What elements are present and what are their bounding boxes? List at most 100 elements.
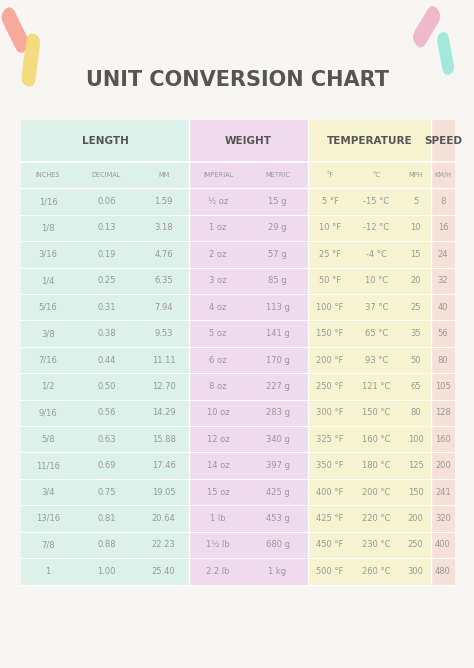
Text: 150: 150 xyxy=(408,488,424,496)
Text: 350 °F: 350 °F xyxy=(316,461,344,470)
Text: 4.76: 4.76 xyxy=(154,250,173,259)
Text: 1/8: 1/8 xyxy=(41,224,55,232)
Text: ½ oz: ½ oz xyxy=(208,197,228,206)
Text: 1 kg: 1 kg xyxy=(268,566,287,576)
Text: 128: 128 xyxy=(435,408,451,418)
Text: 453 g: 453 g xyxy=(265,514,290,523)
Text: 65: 65 xyxy=(410,382,421,391)
Text: 1/4: 1/4 xyxy=(41,277,55,285)
Text: 85 g: 85 g xyxy=(268,277,287,285)
Text: 8: 8 xyxy=(440,197,446,206)
Text: 1.00: 1.00 xyxy=(97,566,116,576)
Text: 0.56: 0.56 xyxy=(97,408,116,418)
Text: 150 °F: 150 °F xyxy=(316,329,344,338)
Text: °F: °F xyxy=(327,172,334,178)
Text: 10: 10 xyxy=(410,224,421,232)
Text: 250: 250 xyxy=(408,540,424,549)
Text: 170 g: 170 g xyxy=(265,355,290,365)
Text: 0.50: 0.50 xyxy=(97,382,116,391)
Text: 6 oz: 6 oz xyxy=(209,355,227,365)
Text: 325 °F: 325 °F xyxy=(316,435,344,444)
Text: LENGTH: LENGTH xyxy=(82,136,128,146)
Text: 180 °C: 180 °C xyxy=(362,461,391,470)
Text: 0.38: 0.38 xyxy=(97,329,116,338)
Text: 7/16: 7/16 xyxy=(38,355,57,365)
Text: SPEED: SPEED xyxy=(424,136,462,146)
Text: 0.13: 0.13 xyxy=(97,224,116,232)
Text: MPH: MPH xyxy=(409,172,423,178)
Text: -15 °C: -15 °C xyxy=(363,197,390,206)
Text: 260 °C: 260 °C xyxy=(362,566,391,576)
Text: 9/16: 9/16 xyxy=(39,408,57,418)
Text: 397 g: 397 g xyxy=(265,461,290,470)
Text: 15 g: 15 g xyxy=(268,197,287,206)
FancyBboxPatch shape xyxy=(1,7,29,53)
Text: 3/16: 3/16 xyxy=(38,250,57,259)
Text: 20.64: 20.64 xyxy=(152,514,175,523)
Text: 241: 241 xyxy=(435,488,451,496)
Text: 200: 200 xyxy=(435,461,451,470)
Text: -12 °C: -12 °C xyxy=(363,224,390,232)
Text: 200 °C: 200 °C xyxy=(362,488,391,496)
Bar xyxy=(21,120,455,584)
Text: 0.25: 0.25 xyxy=(97,277,116,285)
Text: 500 °F: 500 °F xyxy=(316,566,344,576)
Text: 320: 320 xyxy=(435,514,451,523)
Text: 400: 400 xyxy=(435,540,451,549)
Text: 93 °C: 93 °C xyxy=(365,355,388,365)
Text: 4 oz: 4 oz xyxy=(210,303,227,312)
Text: 25.40: 25.40 xyxy=(152,566,175,576)
Text: 14.29: 14.29 xyxy=(152,408,175,418)
Text: 160: 160 xyxy=(435,435,451,444)
Text: 340 g: 340 g xyxy=(265,435,290,444)
Text: 11.11: 11.11 xyxy=(152,355,175,365)
Text: 300 °F: 300 °F xyxy=(316,408,344,418)
FancyBboxPatch shape xyxy=(437,32,454,75)
Text: 0.69: 0.69 xyxy=(97,461,116,470)
Text: 300: 300 xyxy=(408,566,424,576)
Text: 50 °F: 50 °F xyxy=(319,277,341,285)
Text: 400 °F: 400 °F xyxy=(316,488,344,496)
Text: 100 °F: 100 °F xyxy=(316,303,344,312)
Text: 57 g: 57 g xyxy=(268,250,287,259)
Text: 29 g: 29 g xyxy=(268,224,287,232)
Text: 14 oz: 14 oz xyxy=(207,461,229,470)
Text: 20: 20 xyxy=(410,277,421,285)
Text: 15: 15 xyxy=(410,250,421,259)
Text: 2.2 lb: 2.2 lb xyxy=(206,566,230,576)
Text: 10 oz: 10 oz xyxy=(207,408,229,418)
Text: 25 °F: 25 °F xyxy=(319,250,341,259)
Text: 3 oz: 3 oz xyxy=(209,277,227,285)
Text: 16: 16 xyxy=(438,224,448,232)
Text: MM: MM xyxy=(158,172,169,178)
Text: 5 °F: 5 °F xyxy=(321,197,338,206)
Text: 200 °F: 200 °F xyxy=(316,355,344,365)
Bar xyxy=(308,120,431,584)
Text: 10 °C: 10 °C xyxy=(365,277,388,285)
Text: 3/8: 3/8 xyxy=(41,329,55,338)
Text: 11/16: 11/16 xyxy=(36,461,60,470)
Text: 0.44: 0.44 xyxy=(97,355,116,365)
Text: 5/16: 5/16 xyxy=(39,303,57,312)
Bar xyxy=(189,120,308,584)
Text: 141 g: 141 g xyxy=(265,329,290,338)
Text: 425 g: 425 g xyxy=(265,488,290,496)
Text: 0.31: 0.31 xyxy=(97,303,116,312)
Text: 1.59: 1.59 xyxy=(155,197,173,206)
Text: 12.70: 12.70 xyxy=(152,382,175,391)
Text: 2 oz: 2 oz xyxy=(210,250,227,259)
Text: 37 °C: 37 °C xyxy=(365,303,388,312)
Text: 1/2: 1/2 xyxy=(41,382,55,391)
Text: 8 oz: 8 oz xyxy=(209,382,227,391)
Text: 105: 105 xyxy=(435,382,451,391)
Text: 40: 40 xyxy=(438,303,448,312)
Text: 425 °F: 425 °F xyxy=(316,514,344,523)
Text: KM/H: KM/H xyxy=(435,172,451,178)
Text: 5/8: 5/8 xyxy=(41,435,55,444)
Text: 113 g: 113 g xyxy=(265,303,290,312)
Bar xyxy=(431,120,455,584)
Text: 5: 5 xyxy=(413,197,419,206)
Text: 1 oz: 1 oz xyxy=(210,224,227,232)
Text: 3/4: 3/4 xyxy=(41,488,55,496)
Text: TEMPERATURE: TEMPERATURE xyxy=(327,136,412,146)
